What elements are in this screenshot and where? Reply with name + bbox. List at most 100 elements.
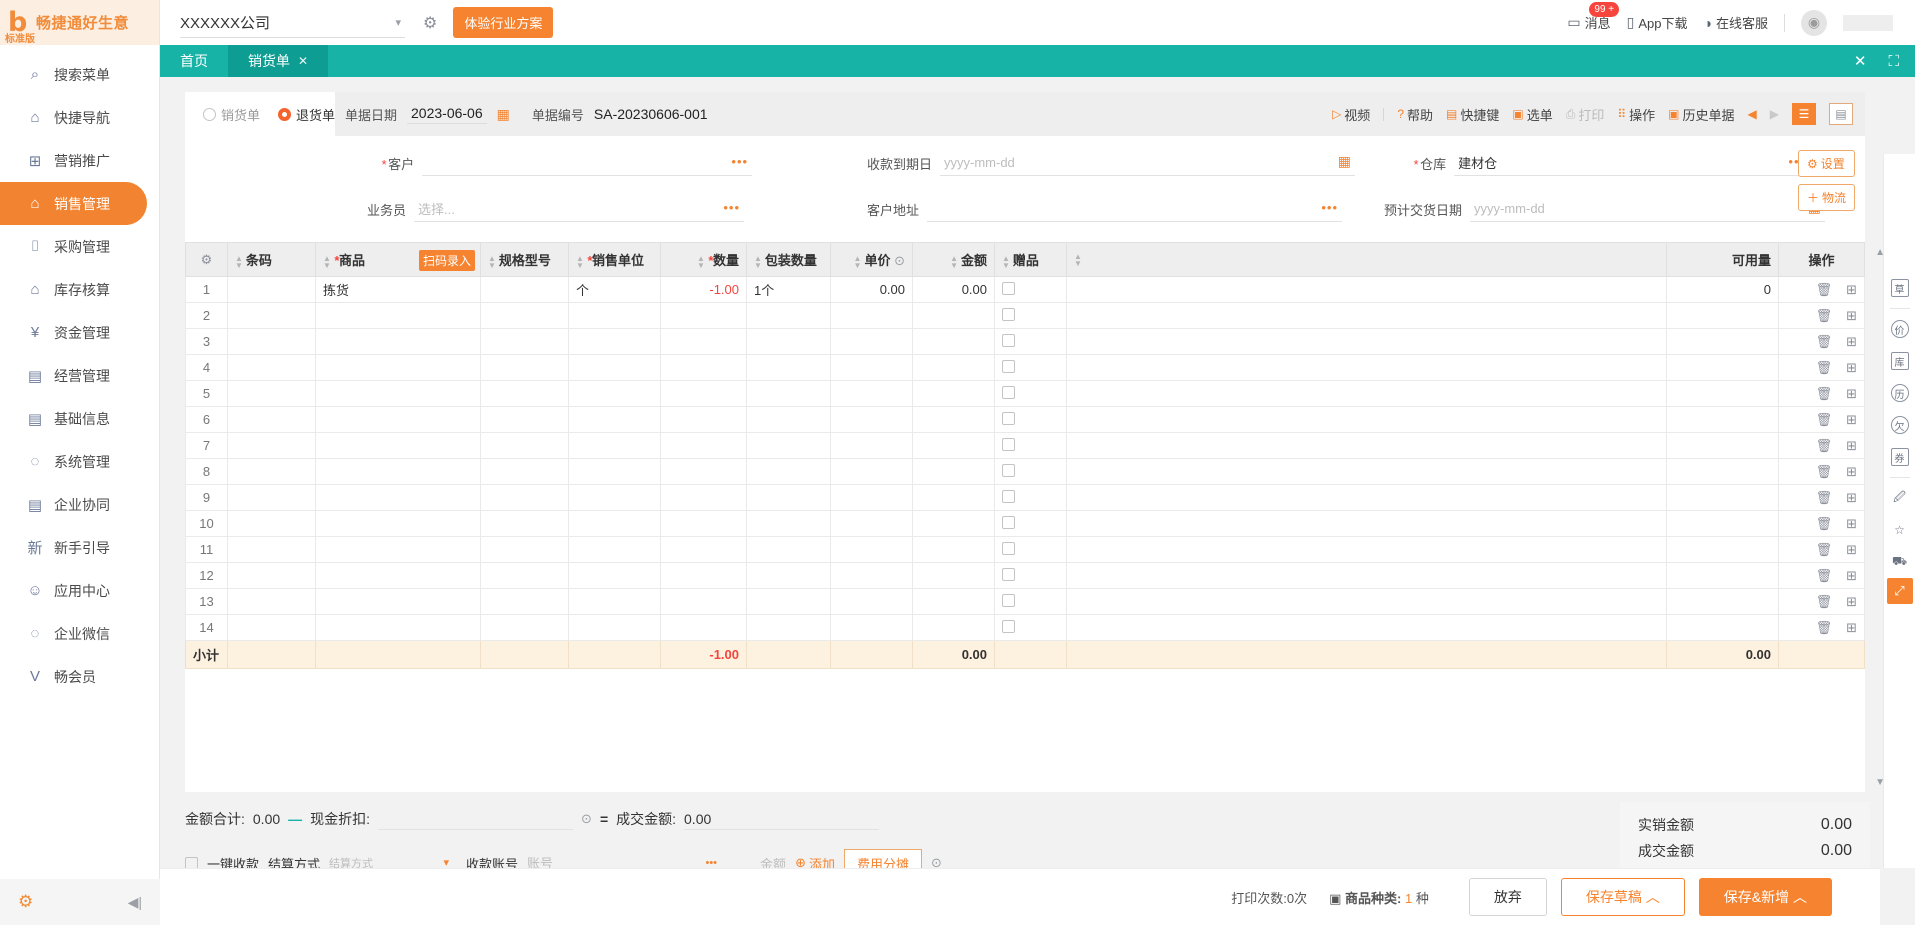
copy-row-icon[interactable]: ⊞ (1846, 593, 1857, 609)
cell-operations[interactable]: 🗑 ⊞ (1778, 458, 1865, 485)
cell-amount[interactable] (912, 510, 995, 537)
cell-unit[interactable] (568, 406, 661, 433)
cell-price[interactable] (830, 588, 913, 615)
gift-checkbox[interactable] (1002, 307, 1015, 321)
cell-amount[interactable] (912, 354, 995, 381)
sort-icon[interactable]: ▲ ▼ (235, 253, 243, 270)
view-grid-icon[interactable]: ▤ (1829, 103, 1853, 125)
cell-operations[interactable]: 🗑 ⊞ (1778, 536, 1865, 563)
trash-icon[interactable]: 🗑 (1815, 567, 1833, 583)
cell-spec[interactable] (480, 588, 569, 615)
expected-delivery-input[interactable]: yyyy-mm-dd ▦ (1470, 196, 1826, 222)
col-header-product[interactable]: ▲ ▼ *商品 扫码录入 (315, 242, 481, 277)
trash-icon[interactable]: 🗑 (1815, 619, 1833, 635)
tab-home[interactable]: 首页 (160, 45, 228, 77)
cell-product[interactable] (315, 380, 481, 407)
ellipsis-icon[interactable]: ••• (1321, 200, 1339, 215)
cell-amount[interactable] (912, 380, 995, 407)
cell-qty[interactable] (660, 406, 747, 433)
cell-barcode[interactable] (227, 276, 316, 303)
gift-checkbox[interactable] (1002, 359, 1015, 373)
cell-gift[interactable] (994, 276, 1067, 303)
question-icon[interactable]: ⊙ (894, 253, 905, 268)
sidebar-item-6[interactable]: ¥ 资金管理 (0, 311, 159, 354)
cell-price[interactable] (830, 536, 913, 563)
row-index[interactable]: 2 (185, 302, 228, 329)
sidebar-item-4[interactable]: ⌷ 采购管理 (0, 225, 159, 268)
cell-amount[interactable] (912, 458, 995, 485)
scan-entry-button[interactable]: 扫码录入 (418, 250, 475, 271)
sort-icon[interactable]: ▲ ▼ (950, 253, 958, 270)
cell-gift[interactable] (994, 380, 1067, 407)
radio-sales-order[interactable]: 销货单 (203, 105, 260, 124)
cell-operations[interactable]: 🗑 ⊞ (1778, 510, 1865, 537)
cell-unit[interactable] (568, 614, 661, 641)
cell-filler[interactable] (1066, 536, 1667, 563)
cell-unit[interactable] (568, 484, 661, 511)
copy-row-icon[interactable]: ⊞ (1846, 359, 1857, 375)
trash-icon[interactable]: 🗑 (1815, 385, 1833, 401)
cell-filler[interactable] (1066, 276, 1667, 303)
row-index[interactable]: 11 (185, 536, 228, 563)
cell-filler[interactable] (1066, 484, 1667, 511)
expand-icon[interactable]: ⤢ (1886, 578, 1913, 604)
cell-pack_qty[interactable] (746, 406, 831, 433)
cell-operations[interactable]: 🗑 ⊞ (1778, 302, 1865, 329)
sidebar-item-0[interactable]: ⌕ 搜索菜单 (0, 53, 159, 96)
doc-toolbar-5[interactable]: ⠿ 操作 (1617, 105, 1655, 124)
cell-pack_qty[interactable] (746, 432, 831, 459)
cell-product[interactable] (315, 406, 481, 433)
sidebar-item-5[interactable]: ⌂ 库存核算 (0, 268, 159, 311)
add-payment-button[interactable]: ⊕ 添加 (795, 854, 835, 873)
cell-available[interactable] (1666, 432, 1779, 459)
trash-icon[interactable]: 🗑 (1815, 333, 1833, 349)
cell-barcode[interactable] (227, 406, 316, 433)
history-icon[interactable]: 历 (1890, 384, 1909, 402)
gift-checkbox[interactable] (1002, 541, 1015, 555)
table-row[interactable]: 5 🗑 ⊞ (185, 380, 1865, 407)
cell-pack_qty[interactable] (746, 354, 831, 381)
trash-icon[interactable]: 🗑 (1815, 463, 1833, 479)
sidebar-item-1[interactable]: ⌂ 快捷导航 (0, 96, 159, 139)
cell-unit[interactable] (568, 588, 661, 615)
cell-available[interactable] (1666, 406, 1779, 433)
ellipsis-icon[interactable]: ••• (705, 856, 718, 869)
scroll-up-icon[interactable]: ▲ (1875, 247, 1885, 258)
cell-qty[interactable] (660, 354, 747, 381)
sidebar-item-11[interactable]: 新新手引导 (0, 526, 159, 569)
cell-available[interactable] (1666, 354, 1779, 381)
collapse-icon[interactable]: ◀| (127, 893, 142, 910)
cell-gift[interactable] (994, 614, 1067, 641)
sidebar-item-14[interactable]: V 畅会员 (0, 655, 159, 698)
sidebar-item-3[interactable]: ⌂ 销售管理 (0, 182, 147, 225)
cell-price[interactable] (830, 302, 913, 329)
cell-unit[interactable] (568, 562, 661, 589)
view-list-icon[interactable]: ☰ (1792, 103, 1816, 125)
radio-return-order[interactable]: 退货单 (278, 105, 335, 124)
row-index[interactable]: 6 (185, 406, 228, 433)
cell-available[interactable] (1666, 302, 1779, 329)
cell-gift[interactable] (994, 406, 1067, 433)
cell-spec[interactable] (480, 458, 569, 485)
col-header-available[interactable]: 可用量 (1666, 242, 1779, 277)
maximize-icon[interactable]: ⛶ (1888, 52, 1899, 70)
trash-icon[interactable]: 🗑 (1815, 437, 1833, 453)
doc-toolbar-0[interactable]: ▷ 视频 (1332, 105, 1370, 124)
gift-checkbox[interactable] (1002, 515, 1015, 529)
cell-available[interactable] (1666, 510, 1779, 537)
cell-price[interactable] (830, 432, 913, 459)
trash-icon[interactable]: 🗑 (1815, 359, 1833, 375)
trash-icon[interactable]: 🗑 (1815, 307, 1833, 323)
cell-pack_qty[interactable]: 1个 (746, 276, 831, 303)
cell-spec[interactable] (480, 406, 569, 433)
cell-qty[interactable] (660, 614, 747, 641)
due-date-input[interactable]: yyyy-mm-dd ▦ (940, 150, 1356, 176)
cell-filler[interactable] (1066, 380, 1667, 407)
cell-amount[interactable] (912, 484, 995, 511)
cell-available[interactable] (1666, 328, 1779, 355)
cell-amount[interactable] (912, 536, 995, 563)
cell-amount[interactable] (912, 588, 995, 615)
cell-gift[interactable] (994, 354, 1067, 381)
col-header-qty[interactable]: ▲ ▼ *数量 (660, 242, 747, 277)
sort-icon[interactable]: ▲ ▼ (488, 253, 496, 270)
